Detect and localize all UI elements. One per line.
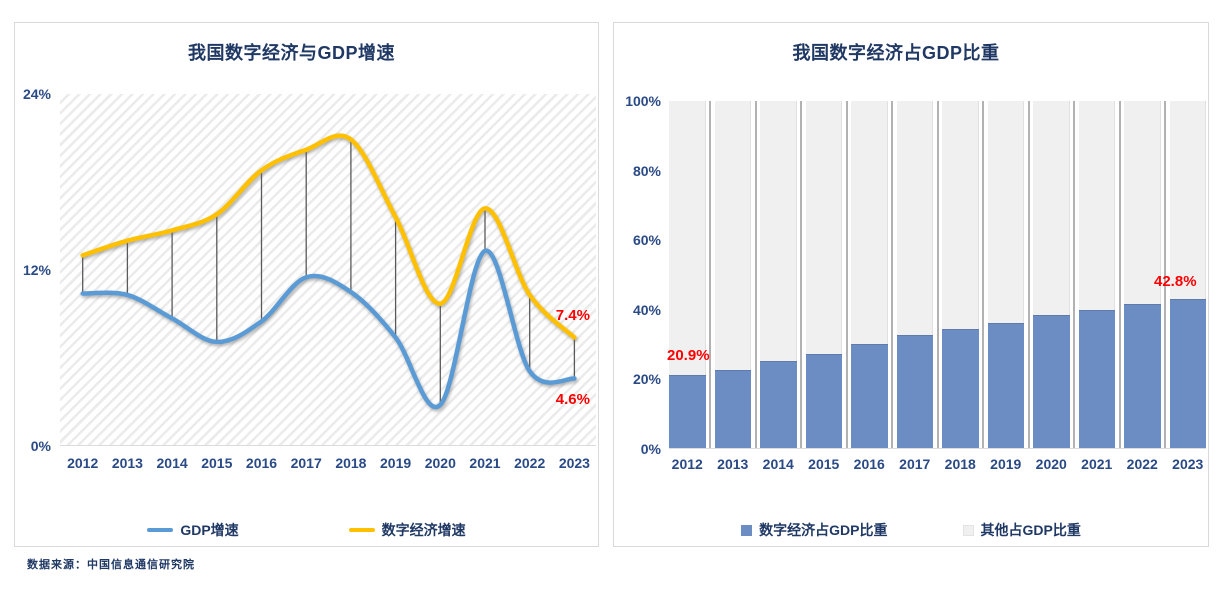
bar-segment-other <box>669 101 706 376</box>
annotation-share-2012: 20.9% <box>667 347 710 364</box>
bar-segment-digital <box>896 335 933 448</box>
x-tick-label: 2013 <box>111 455 143 471</box>
bar-column-2019 <box>982 101 1024 448</box>
bar-segment-digital <box>805 353 842 448</box>
bar-chart-x-axis: 2012 2013 2014 2015 2016 2017 2018 2019 2020 2021… <box>669 455 1206 473</box>
x-tick-label: 2017 <box>899 456 931 472</box>
bar-segment-other <box>714 101 751 370</box>
bar-chart-title: 我国数字经济占GDP比重 <box>792 43 1000 63</box>
x-tick-label: 2018 <box>335 455 367 471</box>
bar-segment-digital <box>1078 310 1115 448</box>
bar-segment-digital <box>669 375 706 448</box>
x-tick-label: 2016 <box>245 455 278 471</box>
x-tick-label: 2014 <box>156 455 188 471</box>
bar-segment-other <box>1033 101 1070 316</box>
line-chart-plot-area <box>60 94 596 446</box>
x-tick-label: 2019 <box>990 456 1022 472</box>
bar-column-2013 <box>709 101 751 448</box>
y-tick-label: 20% <box>632 371 661 388</box>
bar-segment-other <box>1078 101 1115 311</box>
gdp-growth-line <box>80 248 577 410</box>
digital-line-swatch <box>348 528 375 532</box>
bar-chart-legend: 数字经济占GDP比重 其他占GDP比重 <box>614 520 1208 540</box>
bar-segment-other <box>896 101 933 336</box>
line-chart-svg <box>80 133 577 410</box>
y-tick-label: 0% <box>640 441 661 457</box>
line-chart-legend: GDP增速 数字经济增速 <box>15 520 598 540</box>
x-tick-label: 2023 <box>558 455 590 471</box>
annotation-digital-growth-2023: 7.4% <box>555 307 590 324</box>
bar-column-2021 <box>1073 101 1115 448</box>
y-tick-label: 80% <box>632 162 661 179</box>
y-tick-label: 100% <box>625 93 661 109</box>
x-tick-label: 2021 <box>1081 456 1113 472</box>
legend-label-other-share: 其他占GDP比重 <box>980 522 1081 538</box>
x-tick-label: 2020 <box>1035 456 1067 472</box>
bar-segment-other <box>987 101 1024 324</box>
bar-chart-plot-area <box>669 101 1206 449</box>
bar-segment-digital <box>851 343 888 448</box>
annotation-share-2023: 42.8% <box>1154 273 1197 290</box>
bar-segment-other <box>1169 101 1206 300</box>
x-tick-label: 2020 <box>424 455 456 471</box>
y-tick-label: 24% <box>22 86 51 102</box>
bar-column-2012 <box>669 101 706 448</box>
x-tick-label: 2016 <box>853 456 885 472</box>
bar-chart-panel: 我国数字经济占GDP比重 100% 80% 60% 40% 20% 0% 2012 2013… <box>613 22 1209 547</box>
bar-column-2014 <box>754 101 797 448</box>
bar-segment-digital <box>714 369 751 448</box>
bar-column-2023 <box>1164 101 1206 448</box>
x-tick-label: 2022 <box>514 455 546 471</box>
line-chart-title: 我国数字经济与GDP增速 <box>187 43 395 63</box>
source-note: 数据来源：中国信息通信研究院 <box>27 559 195 571</box>
bar-segment-digital <box>1124 304 1161 448</box>
legend-label-gdp: GDP增速 <box>180 522 239 538</box>
bar-column-2015 <box>800 101 842 448</box>
line-chart-panel: 我国数字经济与GDP增速 24% 12% 0% 2012 2013 2014 2015 20… <box>14 22 599 547</box>
digital-economy-growth-line <box>80 133 577 340</box>
x-tick-label: 2017 <box>290 455 322 471</box>
x-tick-label: 2013 <box>717 456 749 472</box>
y-tick-label: 60% <box>632 232 661 249</box>
x-tick-label: 2015 <box>201 455 233 471</box>
bar-segment-digital <box>942 329 979 448</box>
bar-segment-other <box>851 101 888 344</box>
y-tick-label: 40% <box>632 301 661 318</box>
bar-segment-other <box>805 101 842 354</box>
x-tick-label: 2022 <box>1126 456 1158 472</box>
legend-item-digital-share: 数字经济占GDP比重 <box>741 520 888 540</box>
bar-column-2017 <box>891 101 933 448</box>
bar-segment-digital <box>1033 315 1070 448</box>
bar-segment-other <box>760 101 797 362</box>
legend-item-digital: 数字经济增速 <box>348 520 466 540</box>
x-tick-label: 2019 <box>380 455 412 471</box>
legend-label-digital: 数字经济增速 <box>381 522 466 538</box>
bar-segment-digital <box>987 323 1024 448</box>
legend-item-other-share: 其他占GDP比重 <box>962 520 1081 540</box>
legend-item-gdp: GDP增速 <box>147 520 239 540</box>
x-tick-label: 2012 <box>67 455 99 471</box>
x-tick-label: 2018 <box>944 456 976 472</box>
bar-column-2018 <box>936 101 979 448</box>
gdp-line-swatch <box>147 528 174 532</box>
bar-segment-other <box>1124 101 1161 305</box>
legend-label-digital-share: 数字经济占GDP比重 <box>759 522 888 538</box>
x-tick-label: 2014 <box>762 456 794 472</box>
other-share-swatch <box>962 524 974 536</box>
annotation-gdp-growth-2023: 4.6% <box>555 391 590 408</box>
x-tick-label: 2015 <box>808 456 840 472</box>
bar-column-2022 <box>1118 101 1161 448</box>
x-tick-label: 2012 <box>671 456 703 472</box>
y-tick-label: 0% <box>30 438 51 454</box>
x-tick-label: 2023 <box>1172 456 1204 472</box>
y-tick-label: 12% <box>22 262 51 278</box>
bar-column-2020 <box>1027 101 1070 448</box>
digital-share-swatch <box>741 524 753 536</box>
bar-column-2016 <box>845 101 888 448</box>
bar-segment-other <box>942 101 979 330</box>
x-tick-label: 2021 <box>469 455 501 471</box>
bar-segment-digital <box>760 361 797 448</box>
bar-segment-digital <box>1169 299 1206 448</box>
